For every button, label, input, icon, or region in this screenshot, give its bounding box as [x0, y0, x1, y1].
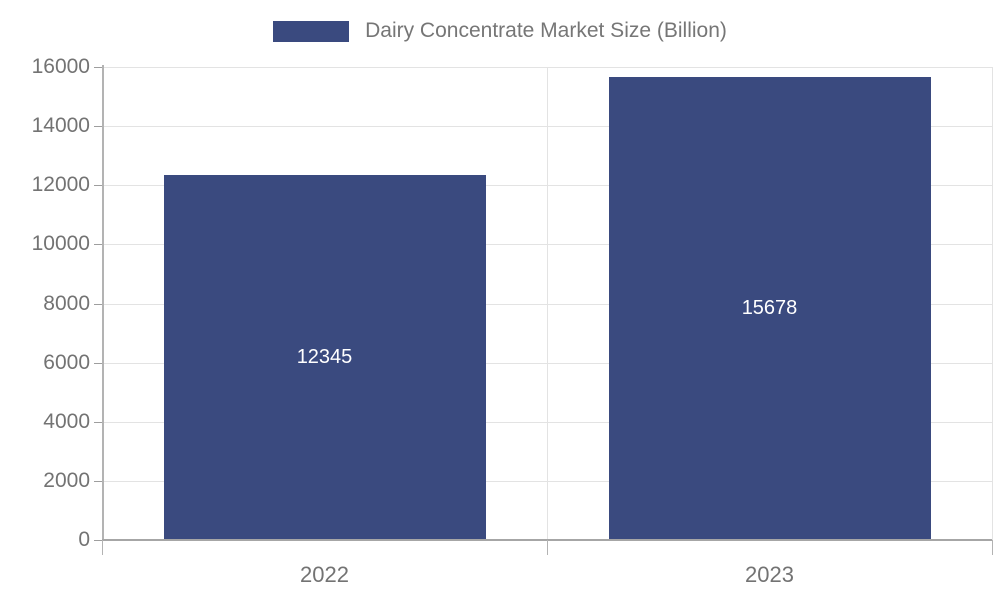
y-axis-tick [94, 303, 102, 305]
bar-value-label: 15678 [741, 296, 798, 319]
x-axis-tick [992, 540, 993, 555]
y-axis-tick [94, 126, 102, 128]
x-axis-label: 2023 [745, 562, 794, 587]
y-axis-tick [94, 421, 102, 423]
y-axis-line [102, 65, 104, 540]
y-axis-tick [94, 67, 102, 68]
x-axis-label: 2022 [300, 562, 349, 587]
y-axis-label: 8000 [43, 291, 90, 315]
y-axis-label: 12000 [31, 173, 90, 197]
x-axis-tick [547, 540, 548, 555]
bar[interactable]: 15678 [608, 76, 931, 540]
y-axis-tick [94, 244, 102, 246]
y-axis-label: 14000 [31, 114, 90, 138]
category-split-line [992, 67, 993, 540]
y-axis-label: 10000 [31, 232, 90, 256]
bar-value-label: 12345 [296, 346, 353, 369]
y-axis-tick [94, 540, 102, 541]
legend-label: Dairy Concentrate Market Size (Billion) [365, 19, 727, 42]
y-axis-label: 4000 [43, 409, 90, 433]
y-axis-label: 16000 [31, 55, 90, 78]
y-axis-tick [94, 362, 102, 364]
bar[interactable]: 12345 [163, 175, 486, 540]
y-axis-label: 2000 [43, 468, 90, 492]
y-axis-tick [94, 185, 102, 187]
legend-swatch [273, 20, 350, 42]
x-axis-tick [102, 540, 103, 555]
y-axis-label: 0 [78, 528, 90, 551]
y-axis-tick [94, 480, 102, 482]
category-split-line [547, 67, 548, 540]
y-axis-label: 6000 [43, 350, 90, 374]
legend[interactable]: Dairy Concentrate Market Size (Billion) [0, 18, 1000, 44]
